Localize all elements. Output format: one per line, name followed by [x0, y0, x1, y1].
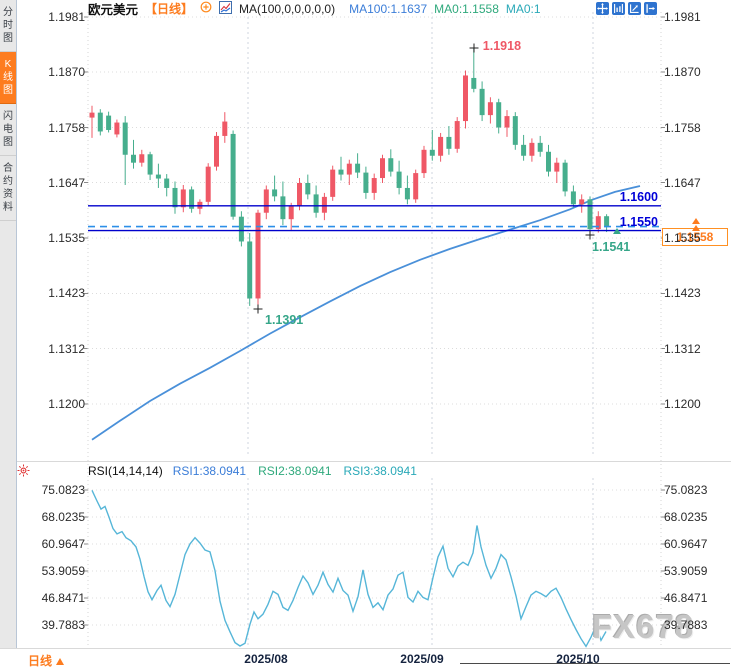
rsi-values: RSI1:38.0941 RSI2:38.0941 RSI3:38.0941 [173, 464, 429, 478]
sidebar-tab-1[interactable]: 分时图 [0, 0, 16, 52]
price-axis-label: 1.1870 [664, 65, 701, 79]
jump-to-latest-icon[interactable] [644, 2, 657, 15]
caret-up-icon [56, 658, 65, 665]
high-price-annotation: 1.1918 [482, 39, 522, 54]
rsi-title: RSI(14,14,14) [88, 464, 163, 478]
chart-type-icon[interactable] [219, 0, 233, 17]
rsi-axis-label: 60.9647 [664, 537, 708, 551]
ma-value: MA0:1 [505, 1, 541, 16]
price-axis-label: 1.1981 [664, 10, 701, 24]
price-axis-label: 1.1535 [48, 231, 85, 245]
sidebar-tab-3[interactable]: 闪电图 [0, 104, 16, 156]
rsi-value: RSI2:38.0941 [258, 464, 332, 478]
symbol-name: 欧元美元 [88, 3, 139, 17]
chart-toolbar [596, 2, 657, 15]
rsi-axis-label: 68.0235 [41, 510, 85, 524]
axis-scale-icon[interactable] [628, 2, 641, 15]
price-axis-label: 1.1870 [48, 65, 85, 79]
ma-value: MA0:1.1558 [434, 1, 499, 16]
price-axis-label: 1.1423 [664, 286, 701, 301]
price-axis-label: 1.1647 [664, 175, 701, 190]
rsi-axis-label: 39.7883 [664, 618, 708, 632]
chart-header: 欧元美元 【日线】 MA(100,0,0,0,0,0) MA100:1.1637… [88, 0, 541, 17]
rsi-axis-label: 46.8471 [41, 591, 85, 605]
rsi-axis-label: 46.8471 [664, 591, 708, 605]
price-axis-label: 1.1423 [48, 286, 85, 301]
ma-value: MA100:1.1637 [349, 1, 428, 16]
resistance-level-tag: 1.1600 [619, 189, 658, 204]
add-indicator-icon[interactable] [200, 1, 212, 16]
last-trade-marker-icon [612, 227, 621, 234]
visible-range-indicator[interactable] [460, 663, 730, 664]
x-axis-label: 2025/09 [400, 652, 444, 666]
indicator-label: MA(100,0,0,0,0,0) [239, 1, 336, 16]
rsi-axis-label: 75.0823 [664, 483, 708, 497]
price-axis-label: 1.1200 [664, 397, 701, 411]
price-axis-label: 1.1981 [48, 10, 85, 24]
current-price-box: 1.1558 [662, 227, 728, 246]
rsi-axis-label: 75.0823 [41, 483, 85, 497]
ma-values: MA100:1.1637 MA0:1.1558 MA0:1 [342, 2, 540, 16]
period-tag[interactable]: 【日线】 [145, 2, 194, 16]
price-up-arrows-icon [692, 217, 700, 232]
rsi-axis-label: 53.9059 [41, 564, 85, 578]
low-cross-icon [253, 304, 263, 314]
high-cross-icon [469, 43, 479, 53]
price-axis-label: 1.1647 [48, 175, 85, 190]
rsi-axis-label: 53.9059 [664, 564, 708, 578]
support-level-tag: 1.1550 [619, 214, 658, 229]
price-axis-label: 1.1758 [48, 120, 85, 135]
rsi-axis-label: 68.0235 [664, 510, 708, 524]
rsi-axis-label: 60.9647 [41, 537, 85, 551]
rsi-value: RSI1:38.0941 [172, 464, 247, 478]
pan-icon[interactable] [596, 2, 609, 15]
swing-low-annotation: 1.1541 [592, 240, 631, 255]
rsi-settings-icon[interactable] [17, 464, 30, 482]
rsi-axis-label: 39.7883 [41, 618, 85, 632]
swing-low-cross-icon [585, 230, 595, 240]
rsi-value: RSI3:38.0941 [343, 464, 417, 478]
sidebar-tab-4[interactable]: 合约资料 [0, 156, 16, 221]
watermark: FX678 [592, 608, 695, 645]
price-axis-label: 1.1312 [48, 341, 85, 356]
price-axis-label: 1.1312 [664, 341, 701, 356]
price-axis-label: 1.1758 [664, 120, 701, 135]
x-axis-label: 2025/10 [556, 652, 600, 666]
x-axis-label: 2025/08 [244, 652, 288, 666]
rsi-header: RSI(14,14,14) RSI1:38.0941 RSI2:38.0941 RS… [88, 464, 429, 478]
bottom-bar: 日线 2025/08 2025/09 2025/10 [0, 648, 731, 667]
period-selector[interactable]: 日线 [28, 652, 65, 667]
price-axis-label: 1.1200 [48, 397, 85, 411]
fit-chart-icon[interactable] [612, 2, 625, 15]
price-axis-label: 1.1535 [664, 231, 701, 245]
low-price-annotation: 1.1391 [265, 313, 304, 328]
